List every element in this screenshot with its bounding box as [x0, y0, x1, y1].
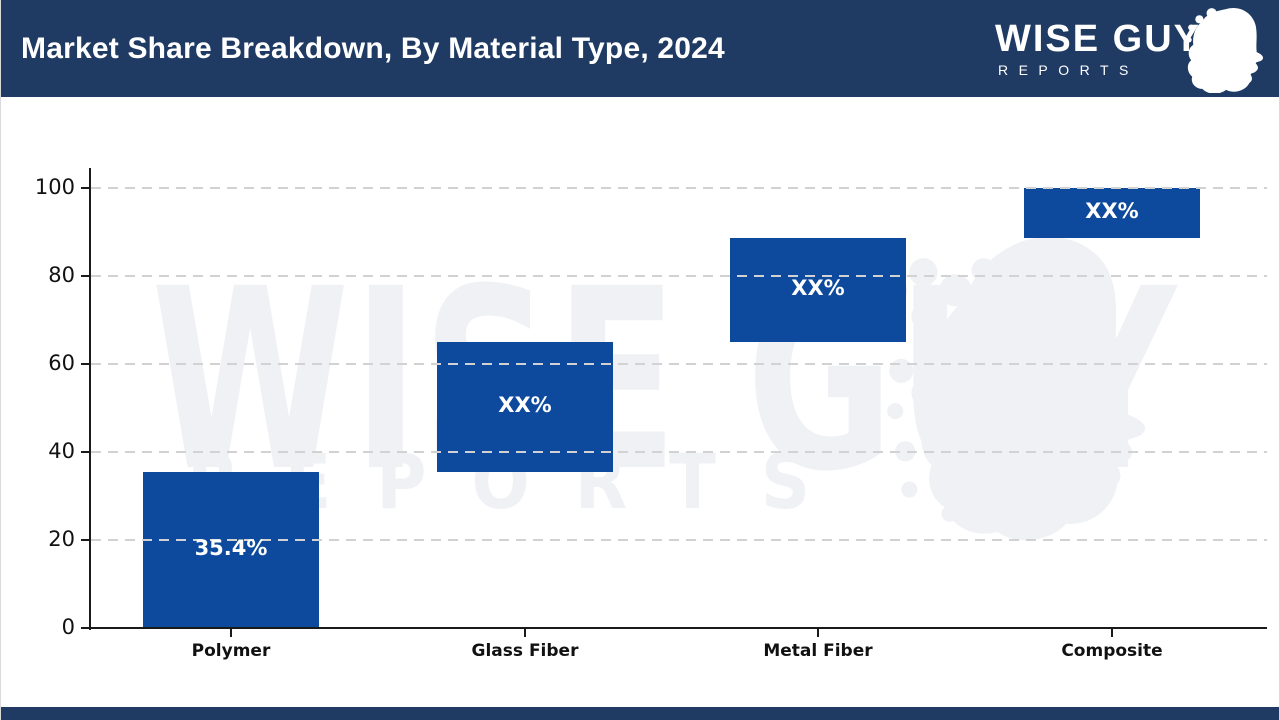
x-axis-line [89, 627, 1267, 629]
header-bar: Market Share Breakdown, By Material Type… [1, 0, 1279, 97]
y-tick-0 [81, 627, 89, 629]
y-tick-label-60: 60 [48, 351, 75, 375]
bar-value-label: XX% [498, 393, 552, 418]
x-category-label: Metal Fiber [763, 641, 873, 661]
y-tick-20 [81, 539, 89, 541]
y-tick-80 [81, 275, 89, 277]
bar-value-label: 35.4% [194, 536, 268, 561]
watermark-face-icon [887, 237, 1146, 541]
wiseguy-logo: WISE GUY REPORTS [995, 0, 1267, 97]
y-axis-line [89, 168, 91, 630]
logo-reports-label: REPORTS [997, 61, 1139, 78]
bar-polymer [143, 472, 319, 628]
gridline-80 [91, 275, 1267, 277]
gridline-100 [91, 187, 1267, 189]
bar-metal-fiber [730, 238, 906, 342]
bar-composite [1024, 188, 1200, 239]
bar-value-label: XX% [791, 276, 845, 301]
x-tick-3 [1111, 629, 1113, 637]
bar-value-label: XX% [1085, 199, 1139, 224]
y-tick-100 [81, 187, 89, 189]
x-category-label: Composite [1061, 641, 1163, 661]
y-tick-label-20: 20 [48, 527, 75, 551]
x-tick-0 [230, 629, 232, 637]
y-tick-40 [81, 451, 89, 453]
logo-text: WISE GUY REPORTS [995, 20, 1201, 78]
page-title: Market Share Breakdown, By Material Type… [21, 31, 725, 65]
y-tick-label-80: 80 [48, 263, 75, 287]
gridline-60 [91, 363, 1267, 365]
x-tick-1 [524, 629, 526, 637]
x-category-label: Glass Fiber [471, 641, 579, 661]
gridline-40 [91, 451, 1267, 453]
x-category-label: Polymer [191, 641, 271, 661]
x-tick-2 [817, 629, 819, 637]
footer-bar [1, 707, 1279, 720]
y-tick-60 [81, 363, 89, 365]
y-tick-label-40: 40 [48, 439, 75, 463]
y-tick-label-0: 0 [61, 615, 75, 639]
gridline-20 [91, 539, 1267, 541]
y-tick-label-100: 100 [34, 175, 75, 199]
logo-wordmark: WISE GUY [994, 17, 1201, 60]
logo-face-icon [1186, 7, 1264, 93]
